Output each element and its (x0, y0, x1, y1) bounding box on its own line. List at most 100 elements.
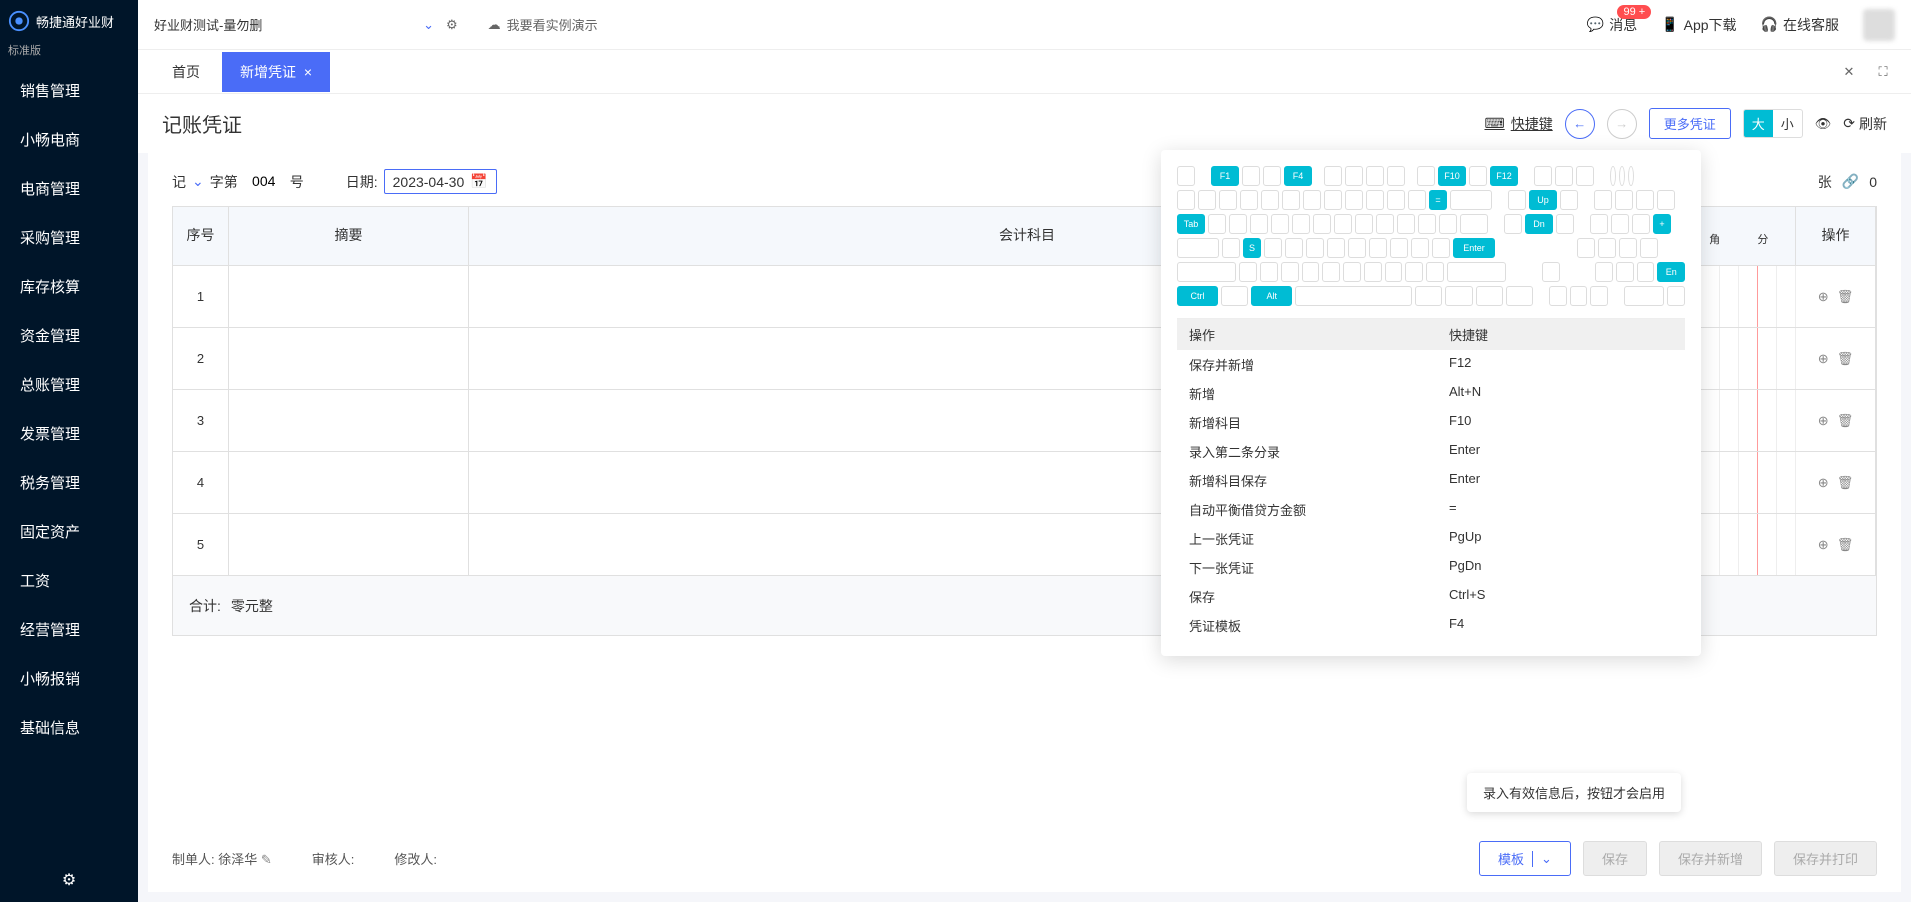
sidebar-item[interactable]: 总账管理 (0, 360, 138, 409)
summary-cell[interactable] (229, 452, 469, 513)
sheet-label: 张 (1818, 172, 1832, 192)
fullscreen-icon[interactable]: ⛶ (1871, 60, 1895, 84)
sidebar-item[interactable]: 小畅电商 (0, 115, 138, 164)
messages-badge: 99 + (1617, 5, 1651, 19)
sidebar-item[interactable]: 采购管理 (0, 213, 138, 262)
delete-row-icon[interactable]: 🗑 (1837, 475, 1854, 491)
company-name: 好业财测试-量勿删 (154, 15, 262, 34)
date-value: 2023-04-30 (393, 174, 465, 190)
sidebar-item[interactable]: 发票管理 (0, 409, 138, 458)
demo-link[interactable]: ☁ 我要看实例演示 (488, 15, 598, 34)
sidebar-footer: ⚙ (0, 858, 138, 902)
shortcut-row: 新增Alt+N (1177, 379, 1685, 408)
shortcut-popup: F1F4 F10F12 = Up Tab Dn (1161, 150, 1701, 656)
title-bar: 记账凭证 ⌨ 快捷键 ← → 更多凭证 大 小 👁 ⟳ 刷新 (138, 94, 1911, 153)
voucher-footer: 制单人: 徐泽华 ✎ 审核人: 修改人: 模板 ⌄ 保存 保存并新增 (172, 821, 1877, 876)
sidebar-item[interactable]: 工资 (0, 556, 138, 605)
maker-label: 制单人: (172, 852, 215, 867)
sidebar: 畅捷通好业财 标准版 销售管理小畅电商电商管理采购管理库存核算资金管理总账管理发… (0, 0, 138, 902)
add-row-icon[interactable]: ⊕ (1818, 475, 1829, 491)
delete-row-icon[interactable]: 🗑 (1837, 413, 1854, 429)
chevron-down-icon[interactable]: ⌄ (192, 173, 204, 190)
close-icon[interactable]: × (304, 64, 312, 80)
delete-row-icon[interactable]: 🗑 (1837, 289, 1854, 305)
shortcut-header-op: 操作 (1189, 325, 1449, 344)
brand-logo: 畅捷通好业财 (0, 0, 138, 42)
messages-button[interactable]: 💬 消息 99 + (1587, 15, 1637, 35)
add-row-icon[interactable]: ⊕ (1818, 413, 1829, 429)
maker-name: 徐泽华 (218, 852, 257, 867)
prev-voucher-button[interactable]: ← (1565, 109, 1595, 139)
shortcut-header-key: 快捷键 (1449, 325, 1488, 344)
size-small-option[interactable]: 小 (1773, 110, 1802, 137)
sidebar-item[interactable]: 电商管理 (0, 164, 138, 213)
keyboard-diagram: F1F4 F10F12 = Up Tab Dn (1177, 166, 1685, 306)
service-label: 在线客服 (1783, 15, 1839, 35)
voucher-number-input[interactable] (244, 169, 284, 194)
sidebar-item[interactable]: 税务管理 (0, 458, 138, 507)
edit-icon[interactable]: ✎ (261, 852, 272, 867)
user-avatar[interactable] (1863, 9, 1895, 41)
tab-home[interactable]: 首页 (154, 52, 218, 92)
summary-cell[interactable] (229, 514, 469, 575)
sidebar-item[interactable]: 经营管理 (0, 605, 138, 654)
shortcut-row: 上一张凭证PgUp (1177, 524, 1685, 553)
cloud-icon: ☁ (488, 17, 501, 33)
company-settings-icon[interactable]: ⚙ (446, 17, 458, 33)
sidebar-item[interactable]: 小畅报销 (0, 654, 138, 703)
shortcut-row: 新增科目F10 (1177, 408, 1685, 437)
header-ops: 操作 (1796, 207, 1876, 265)
more-vouchers-button[interactable]: 更多凭证 (1649, 108, 1731, 139)
app-download-button[interactable]: 📱 App下载 (1661, 15, 1736, 35)
save-new-button: 保存并新增 (1659, 841, 1762, 876)
sidebar-item[interactable]: 资金管理 (0, 311, 138, 360)
tab-bar: 首页 新增凭证 × ✕ ⛶ (138, 50, 1911, 94)
sidebar-item[interactable]: 库存核算 (0, 262, 138, 311)
company-selector[interactable]: 好业财测试-量勿删 ⌄ (154, 11, 434, 38)
shortcut-keys-button[interactable]: ⌨ 快捷键 (1484, 114, 1552, 134)
number-suffix: 号 (290, 172, 304, 192)
shortcut-row: 新增科目保存Enter (1177, 466, 1685, 495)
add-row-icon[interactable]: ⊕ (1818, 537, 1829, 553)
attachment-icon[interactable]: 🔗 (1842, 173, 1859, 190)
attachment-count: 0 (1869, 174, 1877, 190)
customer-service-button[interactable]: 🎧 在线客服 (1761, 15, 1839, 35)
settings-icon[interactable]: ⚙ (62, 872, 76, 889)
summary-cell[interactable] (229, 328, 469, 389)
eye-icon[interactable]: 👁 (1815, 116, 1832, 132)
sidebar-item[interactable]: 基础信息 (0, 703, 138, 752)
save-button: 保存 (1583, 841, 1647, 876)
refresh-button[interactable]: ⟳ 刷新 (1843, 114, 1887, 134)
row-index: 4 (173, 452, 229, 513)
tab-close-all-icon[interactable]: ✕ (1837, 60, 1861, 84)
row-index: 2 (173, 328, 229, 389)
date-label: 日期: (346, 172, 378, 192)
template-label: 模板 (1498, 849, 1524, 868)
phone-icon: 📱 (1661, 16, 1678, 33)
chevron-down-icon: ⌄ (423, 17, 434, 33)
shortcut-row: 自动平衡借贷方金额= (1177, 495, 1685, 524)
size-large-option[interactable]: 大 (1744, 110, 1773, 137)
add-row-icon[interactable]: ⊕ (1818, 289, 1829, 305)
summary-cell[interactable] (229, 390, 469, 451)
keyboard-icon: ⌨ (1484, 115, 1504, 132)
total-value: 零元整 (231, 596, 273, 616)
refresh-label: 刷新 (1859, 114, 1887, 134)
add-row-icon[interactable]: ⊕ (1818, 351, 1829, 367)
sidebar-item[interactable]: 固定资产 (0, 507, 138, 556)
delete-row-icon[interactable]: 🗑 (1837, 537, 1854, 553)
refresh-icon: ⟳ (1843, 115, 1855, 132)
summary-cell[interactable] (229, 266, 469, 327)
sidebar-item[interactable]: 销售管理 (0, 66, 138, 115)
next-voucher-button[interactable]: → (1607, 109, 1637, 139)
header-idx: 序号 (173, 207, 229, 265)
row-ops: ⊕🗑 (1796, 266, 1876, 327)
template-button[interactable]: 模板 ⌄ (1479, 841, 1571, 876)
date-picker[interactable]: 2023-04-30 📅 (384, 169, 497, 194)
word-label: 字第 (210, 172, 238, 192)
tab-new-voucher[interactable]: 新增凭证 × (222, 52, 330, 92)
delete-row-icon[interactable]: 🗑 (1837, 351, 1854, 367)
row-ops: ⊕🗑 (1796, 514, 1876, 575)
voucher-type[interactable]: 记 (172, 172, 186, 192)
save-print-button: 保存并打印 (1774, 841, 1877, 876)
